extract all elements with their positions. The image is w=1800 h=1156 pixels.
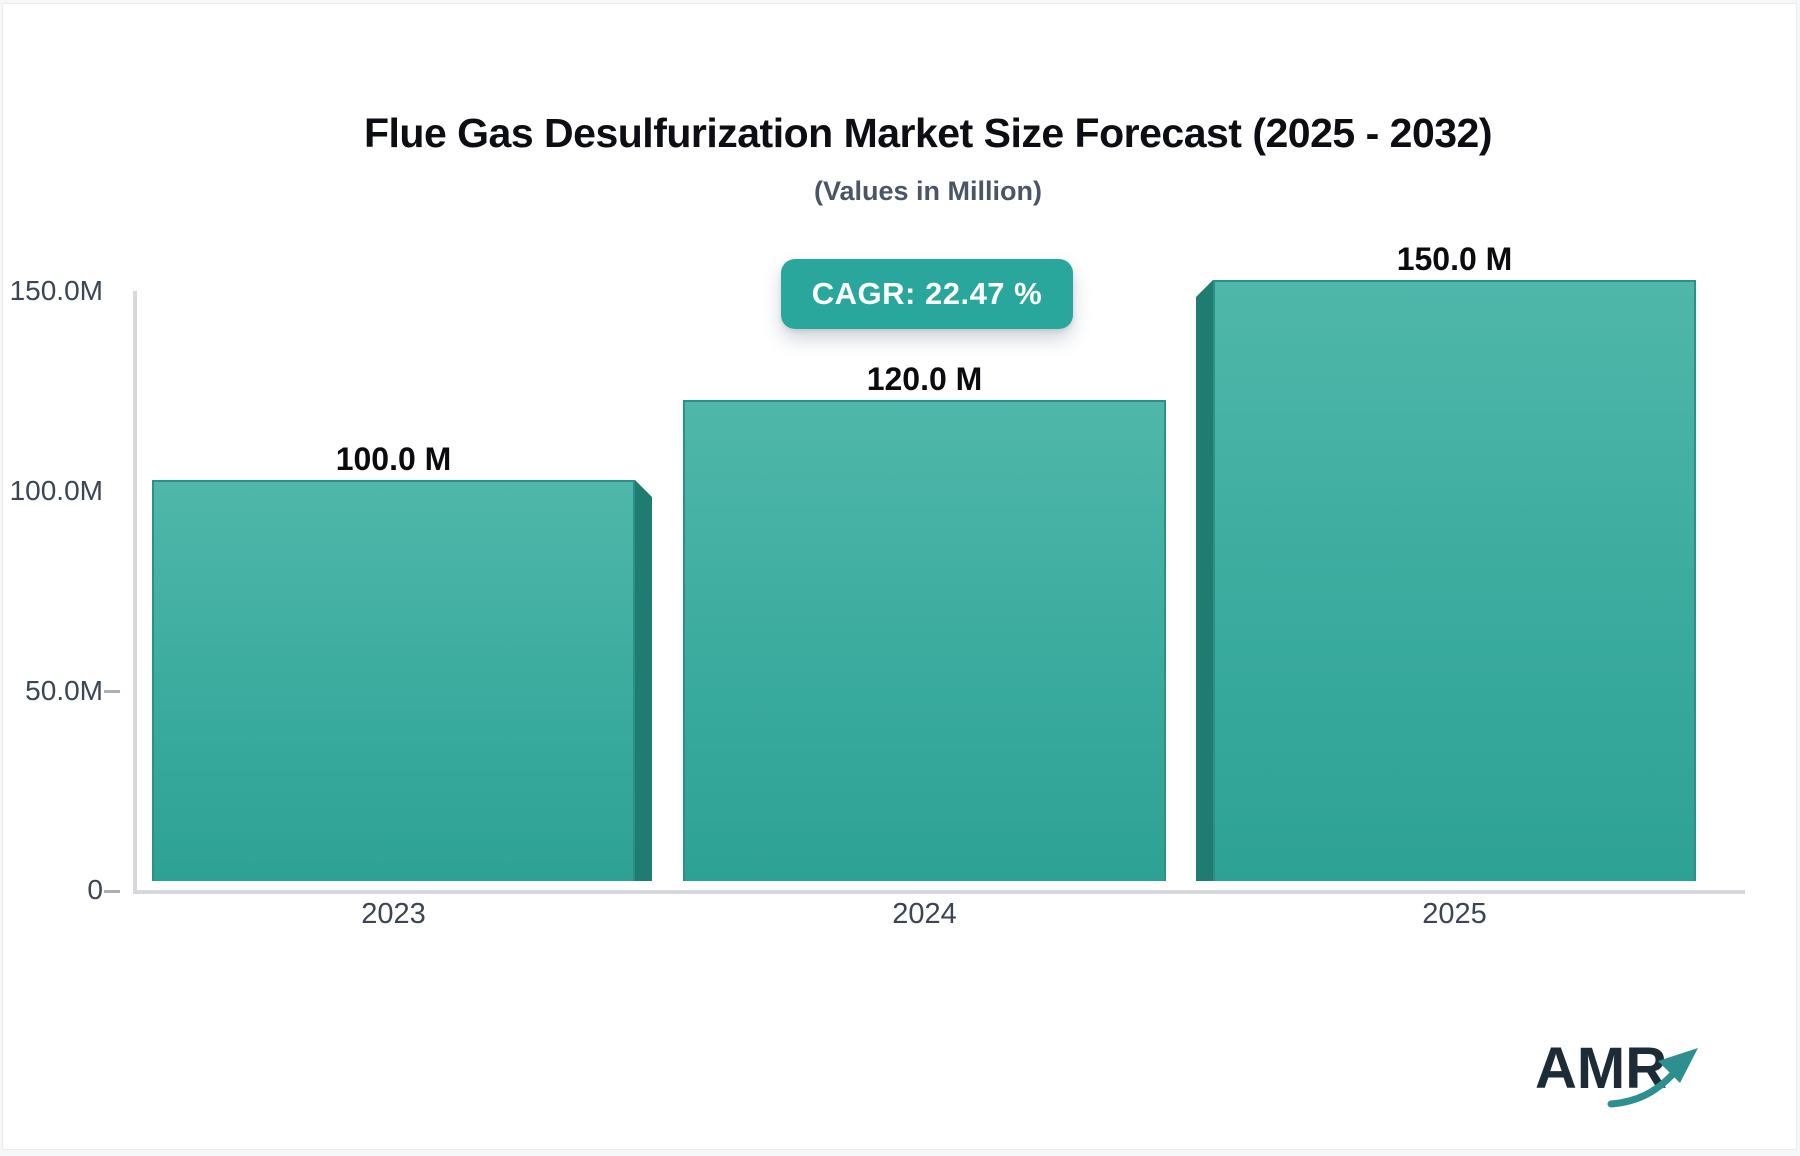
chart-subtitle: (Values in Million) bbox=[813, 176, 1043, 206]
bar-2023-side-face bbox=[635, 480, 652, 881]
y-tick-label-50m: 50.0M bbox=[25, 675, 103, 706]
y-tick-label-150m: 150.0M bbox=[9, 275, 103, 306]
bar-2025-side-face bbox=[1196, 280, 1213, 881]
x-axis-line bbox=[133, 890, 1745, 894]
growth-arrow-icon bbox=[1607, 1048, 1698, 1108]
y-axis-line bbox=[133, 291, 137, 892]
chart-title: Flue Gas Desulfurization Market Size For… bbox=[363, 110, 1493, 156]
bar-2025-value-label: 150.0 M bbox=[1396, 241, 1513, 277]
bar-2024-face[interactable] bbox=[683, 400, 1166, 881]
x-axis-label-2024: 2024 bbox=[892, 898, 957, 930]
x-axis-label-2023: 2023 bbox=[361, 898, 426, 930]
y-tick-label-0: 0 bbox=[87, 874, 103, 905]
bar-2023-value-label: 100.0 M bbox=[335, 441, 452, 477]
bar-2023-face[interactable] bbox=[152, 480, 635, 881]
amr-logo: AMR bbox=[1523, 1034, 1753, 1124]
chart-card: Flue Gas Desulfurization Market Size For… bbox=[2, 3, 1797, 1150]
bar-2025-face[interactable] bbox=[1213, 280, 1696, 881]
y-tick-mark-50m bbox=[104, 690, 120, 693]
x-axis-label-2025: 2025 bbox=[1422, 898, 1487, 930]
cagr-badge: CAGR: 22.47 % bbox=[781, 259, 1073, 329]
bar-2024-value-label: 120.0 M bbox=[866, 361, 983, 397]
amr-logo-text: AMR bbox=[1535, 1036, 1668, 1101]
y-tick-label-100m: 100.0M bbox=[9, 475, 103, 506]
y-tick-mark-0 bbox=[104, 890, 120, 893]
